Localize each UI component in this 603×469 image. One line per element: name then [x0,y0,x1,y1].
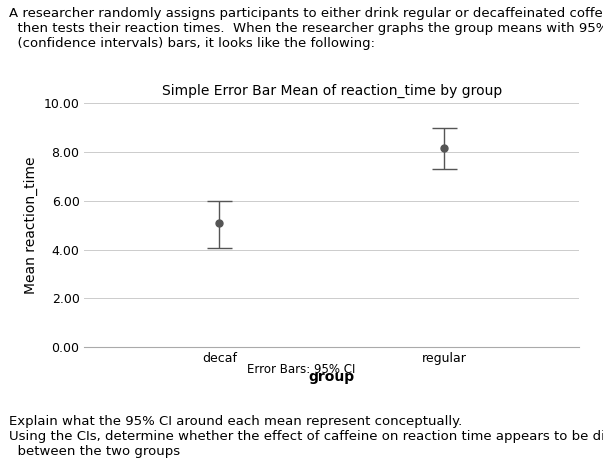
Text: A researcher randomly assigns participants to either drink regular or decaffeina: A researcher randomly assigns participan… [9,7,603,50]
X-axis label: group: group [309,371,355,385]
Text: Explain what the 95% CI around each mean represent conceptually.
Using the CIs, : Explain what the 95% CI around each mean… [9,415,603,458]
Y-axis label: Mean reaction_time: Mean reaction_time [24,156,38,294]
Text: Error Bars: 95% CI: Error Bars: 95% CI [247,363,356,377]
Title: Simple Error Bar Mean of reaction_time by group: Simple Error Bar Mean of reaction_time b… [162,84,502,98]
